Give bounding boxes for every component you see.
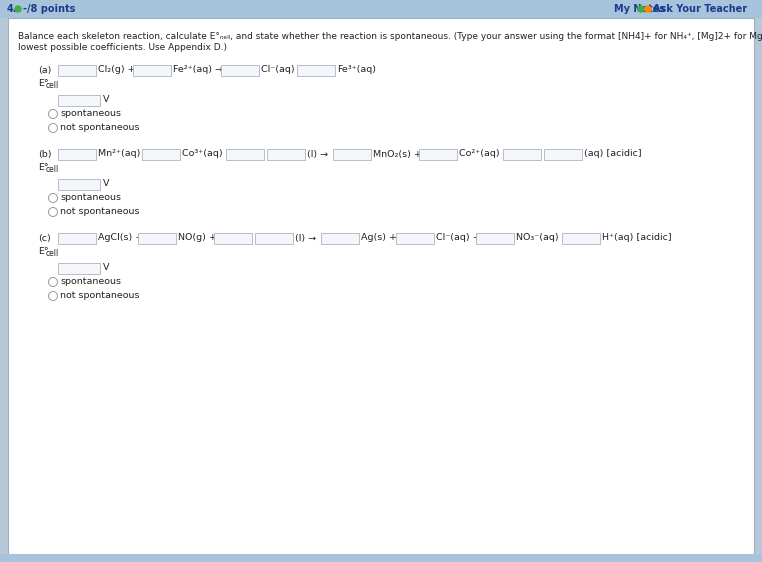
- FancyBboxPatch shape: [297, 65, 335, 75]
- Text: Ag(s) +: Ag(s) +: [361, 233, 397, 242]
- FancyBboxPatch shape: [138, 233, 176, 243]
- FancyBboxPatch shape: [476, 233, 514, 243]
- FancyBboxPatch shape: [58, 65, 96, 75]
- Text: V: V: [103, 179, 110, 188]
- FancyBboxPatch shape: [58, 233, 96, 243]
- Text: -/8 points: -/8 points: [23, 4, 75, 14]
- Circle shape: [638, 6, 644, 12]
- Circle shape: [15, 6, 21, 12]
- Circle shape: [645, 6, 651, 12]
- FancyBboxPatch shape: [133, 65, 171, 75]
- Text: spontaneous: spontaneous: [60, 278, 121, 287]
- Text: E°: E°: [38, 247, 49, 256]
- Text: (aq) [acidic]: (aq) [acidic]: [584, 149, 642, 158]
- Text: E°: E°: [38, 79, 49, 88]
- FancyBboxPatch shape: [142, 148, 180, 160]
- FancyBboxPatch shape: [267, 148, 305, 160]
- Text: cell: cell: [46, 165, 59, 174]
- Text: (l) →: (l) →: [307, 149, 328, 158]
- Text: Cl⁻(aq) +: Cl⁻(aq) +: [261, 66, 306, 75]
- FancyBboxPatch shape: [333, 148, 371, 160]
- Text: (l) →: (l) →: [295, 233, 316, 242]
- FancyBboxPatch shape: [562, 233, 600, 243]
- Text: Co²⁺(aq) +: Co²⁺(aq) +: [459, 149, 511, 158]
- Text: cell: cell: [46, 250, 59, 259]
- Text: Fe²⁺(aq) →: Fe²⁺(aq) →: [173, 66, 223, 75]
- FancyBboxPatch shape: [58, 148, 96, 160]
- Text: H⁺(aq) [acidic]: H⁺(aq) [acidic]: [602, 233, 671, 242]
- Text: spontaneous: spontaneous: [60, 193, 121, 202]
- Text: V: V: [103, 264, 110, 273]
- FancyBboxPatch shape: [0, 554, 762, 562]
- Text: (c): (c): [38, 233, 51, 242]
- Text: Ask Your Teacher: Ask Your Teacher: [653, 4, 747, 14]
- FancyBboxPatch shape: [58, 94, 100, 106]
- Text: Cl₂(g) +: Cl₂(g) +: [98, 66, 136, 75]
- FancyBboxPatch shape: [0, 0, 762, 18]
- Text: spontaneous: spontaneous: [60, 110, 121, 119]
- Text: 4.: 4.: [7, 4, 18, 14]
- FancyBboxPatch shape: [221, 65, 259, 75]
- Text: not spontaneous: not spontaneous: [60, 124, 139, 133]
- Text: Balance each skeleton reaction, calculate E°ₙₑₗₗ, and state whether the reaction: Balance each skeleton reaction, calculat…: [18, 32, 762, 41]
- FancyBboxPatch shape: [214, 233, 252, 243]
- Text: NO(g) +: NO(g) +: [178, 233, 217, 242]
- FancyBboxPatch shape: [58, 179, 100, 189]
- FancyBboxPatch shape: [544, 148, 582, 160]
- Text: V: V: [103, 96, 110, 105]
- FancyBboxPatch shape: [226, 148, 264, 160]
- FancyBboxPatch shape: [58, 262, 100, 274]
- Text: (a): (a): [38, 66, 51, 75]
- FancyBboxPatch shape: [321, 233, 359, 243]
- Text: Co³⁺(aq) +: Co³⁺(aq) +: [182, 149, 234, 158]
- FancyBboxPatch shape: [255, 233, 293, 243]
- Text: MnO₂(s) +: MnO₂(s) +: [373, 149, 422, 158]
- Text: (b): (b): [38, 149, 52, 158]
- Text: Mn²⁺(aq) +: Mn²⁺(aq) +: [98, 149, 152, 158]
- FancyBboxPatch shape: [396, 233, 434, 243]
- Text: cell: cell: [46, 81, 59, 90]
- FancyBboxPatch shape: [503, 148, 541, 160]
- Text: Fe³⁺(aq): Fe³⁺(aq): [337, 66, 376, 75]
- Text: lowest possible coefficients. Use Appendix D.): lowest possible coefficients. Use Append…: [18, 43, 227, 52]
- Text: not spontaneous: not spontaneous: [60, 207, 139, 216]
- Text: NO₃⁻(aq) +: NO₃⁻(aq) +: [516, 233, 570, 242]
- FancyBboxPatch shape: [8, 18, 754, 554]
- Text: not spontaneous: not spontaneous: [60, 292, 139, 301]
- FancyBboxPatch shape: [419, 148, 457, 160]
- Text: My Notes: My Notes: [614, 4, 665, 14]
- Text: AgCl(s) +: AgCl(s) +: [98, 233, 143, 242]
- Text: E°: E°: [38, 164, 49, 173]
- Text: Cl⁻(aq) +: Cl⁻(aq) +: [436, 233, 481, 242]
